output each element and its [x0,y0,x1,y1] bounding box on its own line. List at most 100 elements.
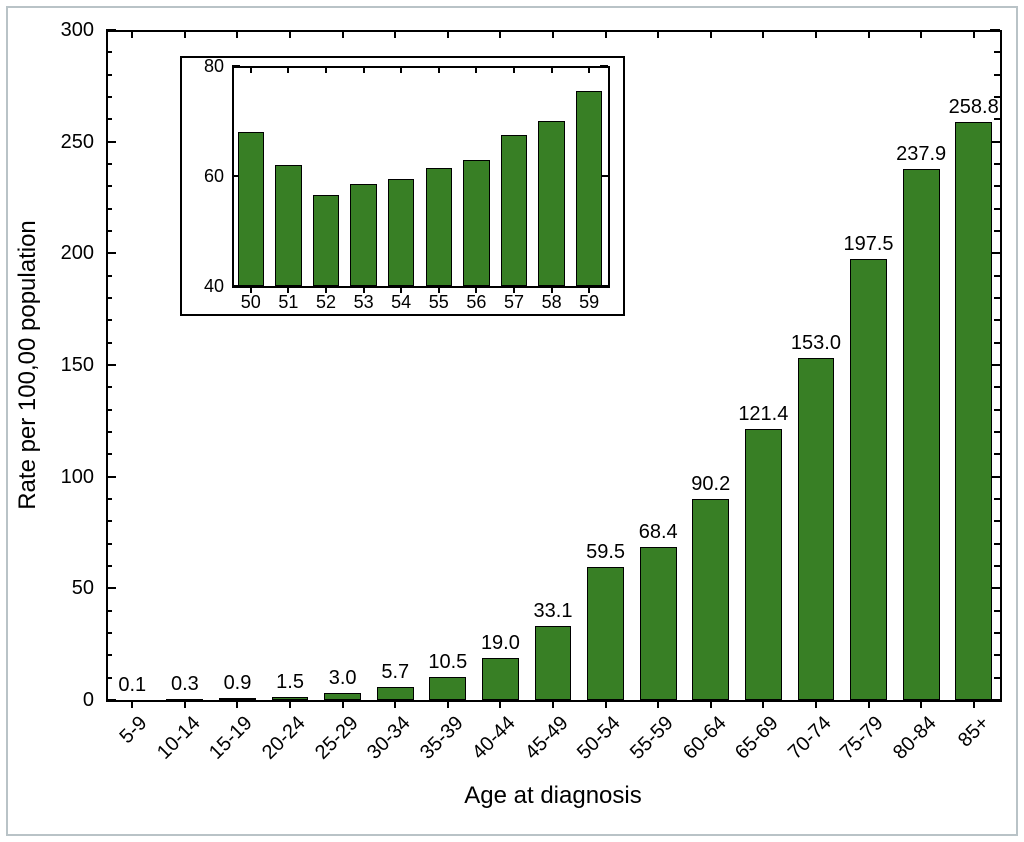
x-tick [447,30,449,38]
inset-bar [350,184,376,286]
y-minor-tick [106,297,112,299]
inset-x-tick [287,66,289,73]
bar-value-label: 5.7 [381,661,409,684]
y-minor-tick [106,319,112,321]
y-minor-tick [994,51,1000,53]
inset-bar [538,121,564,286]
y-tick-label: 50 [72,577,94,600]
bar-value-label: 0.9 [224,672,252,695]
inset-x-tick [438,66,440,73]
bar-value-label: 59.5 [586,541,625,564]
y-minor-tick [994,275,1000,277]
y-minor-tick [994,543,1000,545]
inset-bar [576,91,602,286]
y-minor-tick [106,275,112,277]
bar [535,626,572,700]
x-tick [289,700,291,708]
y-minor-tick [106,96,112,98]
bar-value-label: 1.5 [276,671,304,694]
bar-value-label: 121.4 [738,403,788,426]
y-minor-tick [106,520,112,522]
inset-bar [463,160,489,287]
y-minor-tick [994,342,1000,344]
y-tick [106,141,116,143]
y-tick [106,364,116,366]
x-tick [342,30,344,38]
y-minor-tick [994,409,1000,411]
y-minor-tick [106,498,112,500]
y-minor-tick [994,431,1000,433]
x-tick [342,700,344,708]
inset-y-tick-label: 40 [204,276,224,297]
inset-y-tick [600,65,608,67]
x-tick [289,30,291,38]
y-minor-tick [994,297,1000,299]
bar [955,122,992,700]
bar-value-label: 258.8 [949,96,999,119]
y-minor-tick [106,610,112,612]
inset-x-tick-label: 55 [429,292,449,313]
inset-x-tick [250,66,252,73]
y-minor-tick [994,520,1000,522]
inset-bar [238,132,264,286]
y-minor-tick [106,342,112,344]
y-minor-tick [994,386,1000,388]
bar-value-label: 68.4 [639,521,678,544]
inset-y-tick-label: 60 [204,166,224,187]
bar [850,259,887,700]
y-minor-tick [106,51,112,53]
bar-value-label: 19.0 [481,632,520,655]
x-tick [973,30,975,38]
y-tick-label: 150 [61,354,94,377]
y-minor-tick [106,632,112,634]
x-tick [236,700,238,708]
x-tick [552,700,554,708]
bar [377,687,414,700]
y-tick-label: 200 [61,242,94,265]
x-tick [815,30,817,38]
bar-value-label: 33.1 [534,600,573,623]
x-tick [552,30,554,38]
inset-x-tick [325,66,327,73]
x-tick [131,700,133,708]
inset-bar [275,165,301,286]
x-tick [657,700,659,708]
bar [798,358,835,700]
y-minor-tick [106,118,112,120]
y-minor-tick [106,565,112,567]
bar [903,169,940,700]
y-tick [106,29,116,31]
x-tick [236,30,238,38]
x-tick [184,30,186,38]
y-minor-tick [106,185,112,187]
bar [587,567,624,700]
y-tick [106,476,116,478]
x-tick [657,30,659,38]
bar-value-label: 153.0 [791,332,841,355]
y-tick-label: 0 [83,689,94,712]
y-minor-tick [106,208,112,210]
y-minor-tick [994,654,1000,656]
x-tick [499,700,501,708]
bar-value-label: 237.9 [896,143,946,166]
inset-x-tick-label: 56 [466,292,486,313]
x-tick [605,30,607,38]
x-tick [920,30,922,38]
x-tick [920,700,922,708]
x-tick [815,700,817,708]
y-minor-tick [994,319,1000,321]
inset-x-tick [475,66,477,73]
inset-y-tick-label: 80 [204,56,224,77]
y-axis-title: Rate per 100,00 population [14,220,42,510]
inset-x-tick-label: 52 [316,292,336,313]
y-tick-label: 300 [61,19,94,42]
y-minor-tick [994,632,1000,634]
chart-stage: 050100150200250300Rate per 100,00 popula… [0,0,1024,842]
x-tick [499,30,501,38]
y-minor-tick [994,453,1000,455]
inset-x-tick-label: 58 [542,292,562,313]
inset-bar [426,168,452,286]
y-minor-tick [106,677,112,679]
y-minor-tick [106,163,112,165]
inset-x-tick-label: 59 [579,292,599,313]
